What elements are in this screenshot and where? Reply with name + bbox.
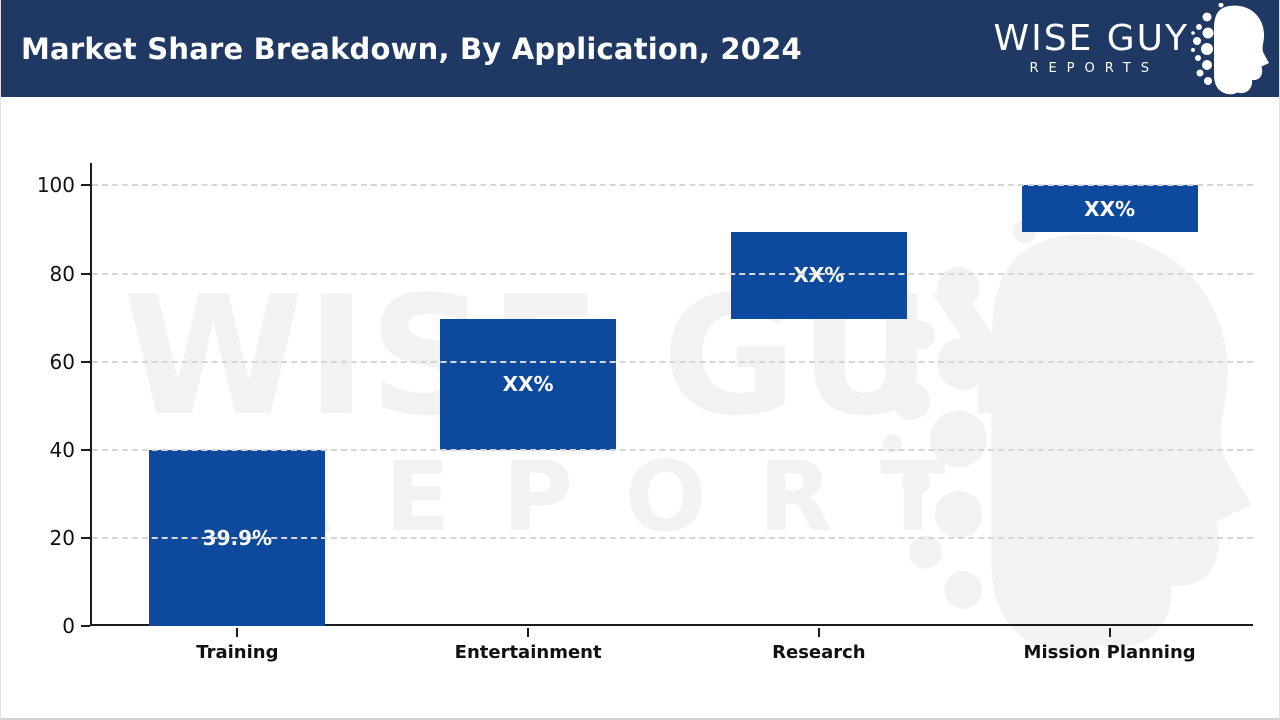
y-tick-label: 20 bbox=[49, 525, 75, 550]
y-tick-label: 60 bbox=[49, 349, 75, 374]
plot-area: 39.9% Training XX% Entertainment XX% Research… bbox=[81, 163, 1253, 663]
y-tick-mark bbox=[81, 272, 90, 275]
head-silhouette-icon bbox=[1191, 2, 1269, 94]
logo-wordmark: WISE GUY bbox=[993, 18, 1189, 59]
bar-value-label: XX% bbox=[502, 372, 554, 397]
y-tick-mark bbox=[81, 625, 90, 627]
chart-area: WISE GUY REPORTS 39.9% Training XX% Enterta… bbox=[1, 97, 1279, 718]
gridline-60 bbox=[92, 360, 1253, 363]
gridline-80 bbox=[92, 272, 1253, 275]
wise-guy-reports-logo: WISE GUY REPORTS bbox=[993, 2, 1269, 95]
x-category-label: Mission Planning bbox=[1023, 642, 1196, 663]
header: Market Share Breakdown, By Application, … bbox=[1, 0, 1279, 97]
y-tick-label: 0 bbox=[62, 614, 75, 638]
x-category-label: Training bbox=[196, 642, 279, 663]
logo-subtext: REPORTS bbox=[1029, 61, 1160, 76]
x-category-label: Entertainment bbox=[454, 642, 602, 663]
watermark-head-silhouette bbox=[883, 219, 1251, 653]
x-tick-mark bbox=[236, 628, 239, 637]
y-tick-mark bbox=[81, 360, 90, 363]
y-tick-mark bbox=[81, 184, 90, 187]
y-tick-label: 40 bbox=[49, 437, 75, 462]
logo-text: WISE GUY REPORTS bbox=[993, 18, 1190, 77]
gridline-100 bbox=[92, 184, 1253, 187]
bar-value-label: XX% bbox=[793, 263, 845, 288]
y-tick-label: 100 bbox=[36, 173, 75, 198]
page-title: Market Share Breakdown, By Application, … bbox=[21, 31, 802, 66]
y-tick-mark bbox=[81, 448, 90, 451]
x-tick-mark bbox=[527, 628, 530, 637]
x-tick-mark bbox=[1108, 628, 1111, 637]
y-tick-mark bbox=[81, 536, 90, 539]
gridline-40 bbox=[92, 448, 1253, 451]
bar-entertainment: XX% bbox=[440, 318, 617, 451]
bar-value-label: XX% bbox=[1084, 196, 1136, 221]
y-tick-label: 80 bbox=[49, 261, 75, 286]
watermark-subtext: REPORTS bbox=[259, 441, 1119, 553]
x-category-label: Research bbox=[772, 642, 866, 663]
bar-research: XX% bbox=[730, 232, 907, 319]
x-tick-mark bbox=[817, 628, 820, 637]
gridline-20 bbox=[92, 536, 1253, 539]
bar-mission-planning: XX% bbox=[1021, 185, 1198, 233]
